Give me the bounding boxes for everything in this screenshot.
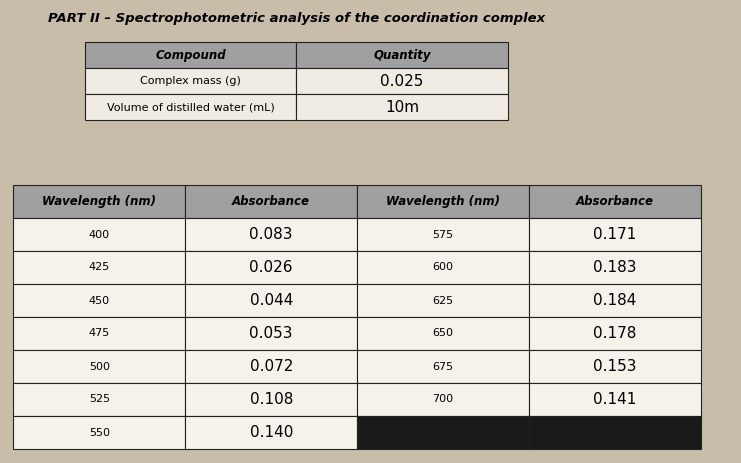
Text: Absorbance: Absorbance — [232, 195, 310, 208]
Bar — [185, 251, 357, 284]
Text: 0.025: 0.025 — [380, 74, 424, 88]
Bar — [529, 251, 701, 284]
Text: 0.140: 0.140 — [250, 425, 293, 440]
Bar — [185, 185, 357, 218]
Bar — [296, 94, 508, 120]
Text: 700: 700 — [433, 394, 453, 405]
Text: 0.072: 0.072 — [250, 359, 293, 374]
Bar — [357, 416, 529, 449]
Bar — [529, 218, 701, 251]
Bar — [185, 350, 357, 383]
Text: 10m: 10m — [385, 100, 419, 114]
Bar — [185, 218, 357, 251]
Text: 0.083: 0.083 — [250, 227, 293, 242]
Text: 600: 600 — [433, 263, 453, 273]
Bar — [357, 383, 529, 416]
Bar — [13, 185, 185, 218]
Text: Wavelength (nm): Wavelength (nm) — [42, 195, 156, 208]
Text: 0.178: 0.178 — [594, 326, 637, 341]
Text: Compound: Compound — [156, 49, 226, 62]
Text: 625: 625 — [433, 295, 453, 306]
Bar — [13, 416, 185, 449]
Text: 0.153: 0.153 — [594, 359, 637, 374]
Text: Quantity: Quantity — [373, 49, 431, 62]
Text: 0.026: 0.026 — [250, 260, 293, 275]
Text: 0.183: 0.183 — [594, 260, 637, 275]
Bar — [357, 185, 529, 218]
Text: 400: 400 — [89, 230, 110, 239]
Bar — [296, 42, 508, 68]
Text: 475: 475 — [89, 329, 110, 338]
Bar — [357, 350, 529, 383]
Bar — [357, 317, 529, 350]
Text: 675: 675 — [433, 362, 453, 371]
Bar — [13, 284, 185, 317]
Bar — [185, 284, 357, 317]
Bar — [13, 350, 185, 383]
Bar — [85, 94, 296, 120]
Bar — [13, 317, 185, 350]
Text: 575: 575 — [433, 230, 453, 239]
Text: Absorbance: Absorbance — [576, 195, 654, 208]
Bar — [529, 383, 701, 416]
Text: 500: 500 — [89, 362, 110, 371]
Bar — [529, 185, 701, 218]
Text: 0.053: 0.053 — [250, 326, 293, 341]
Text: Complex mass (g): Complex mass (g) — [140, 76, 242, 86]
Bar — [529, 416, 701, 449]
Bar — [185, 317, 357, 350]
Text: 525: 525 — [89, 394, 110, 405]
Bar — [185, 383, 357, 416]
Bar — [529, 350, 701, 383]
Bar — [357, 251, 529, 284]
Bar — [529, 284, 701, 317]
Bar — [357, 218, 529, 251]
Text: 650: 650 — [433, 329, 453, 338]
Text: 550: 550 — [89, 427, 110, 438]
Bar — [185, 416, 357, 449]
Bar — [85, 42, 296, 68]
Bar — [357, 284, 529, 317]
Text: 0.044: 0.044 — [250, 293, 293, 308]
Bar — [296, 68, 508, 94]
Text: 0.184: 0.184 — [594, 293, 637, 308]
Text: 0.171: 0.171 — [594, 227, 637, 242]
Bar — [13, 218, 185, 251]
Bar — [13, 251, 185, 284]
Text: 0.141: 0.141 — [594, 392, 637, 407]
Text: PART II – Spectrophotometric analysis of the coordination complex: PART II – Spectrophotometric analysis of… — [48, 12, 545, 25]
Text: 450: 450 — [89, 295, 110, 306]
Text: Volume of distilled water (mL): Volume of distilled water (mL) — [107, 102, 275, 112]
Bar — [529, 317, 701, 350]
Bar — [13, 383, 185, 416]
Text: 0.108: 0.108 — [250, 392, 293, 407]
Text: 425: 425 — [89, 263, 110, 273]
Text: Wavelength (nm): Wavelength (nm) — [386, 195, 500, 208]
Bar — [85, 68, 296, 94]
